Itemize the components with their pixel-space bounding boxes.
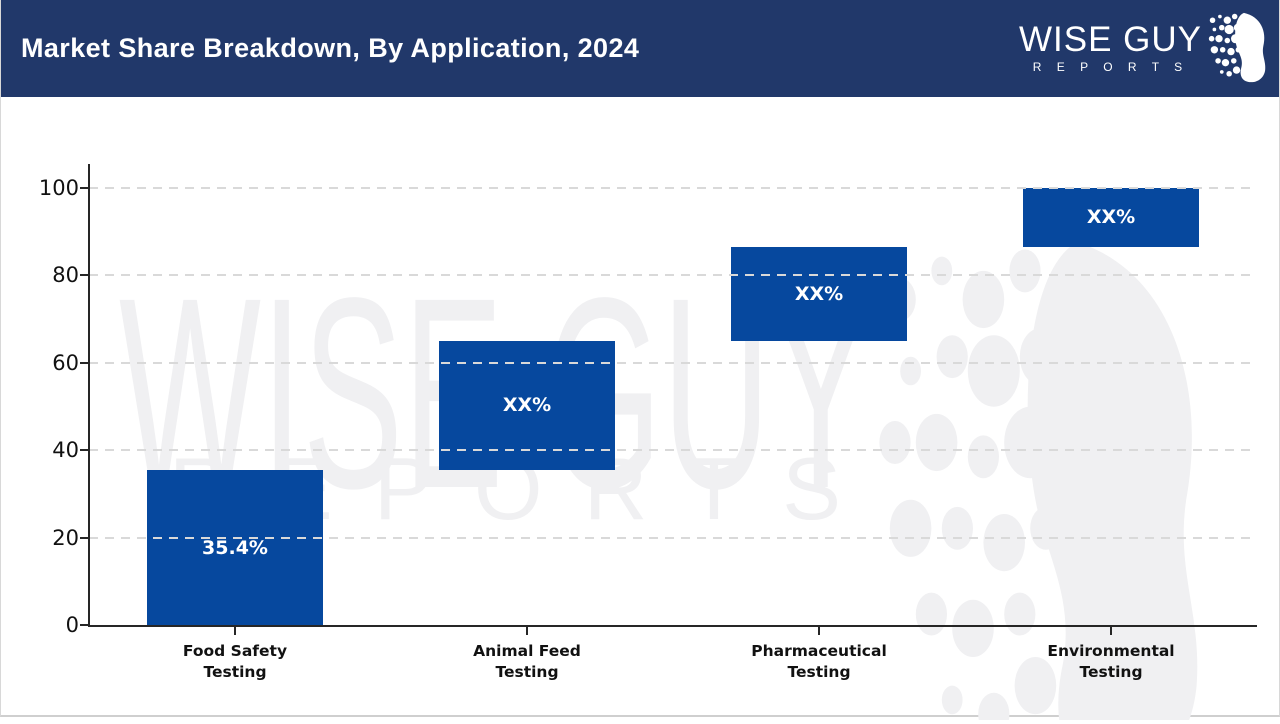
- y-tick-mark-80: [80, 274, 89, 276]
- gridline-20: [89, 536, 1254, 539]
- y-tick-label-80: 80: [52, 263, 79, 287]
- watermark-name: WISE GUY: [119, 241, 871, 545]
- y-tick-label-20: 20: [52, 525, 79, 550]
- bar-value-label-2: XX%: [794, 282, 844, 305]
- y-tick-mark-20: [80, 536, 89, 539]
- brand-logo-tagline: R E P O R T S: [1032, 59, 1189, 74]
- x-axis-spine: [88, 625, 1257, 627]
- y-tick-label-0: 0: [65, 613, 79, 637]
- x-category-label-line: Testing: [495, 663, 559, 681]
- waterfall-bar-0: [147, 470, 323, 625]
- x-category-label-line: Pharmaceutical: [751, 642, 887, 660]
- y-tick-mark-40: [80, 449, 89, 451]
- x-tick-mark-1: [526, 626, 528, 635]
- gridline-80: [89, 274, 1254, 276]
- x-category-label-0: Food Safety Testing: [115, 641, 355, 683]
- x-tick-mark-0: [234, 626, 236, 635]
- y-tick-label-100: 100: [38, 175, 79, 200]
- brand-logo: WISE GUY R E P O R T S: [1019, 10, 1267, 84]
- gridline-60: [89, 361, 1254, 364]
- x-tick-mark-2: [818, 626, 820, 635]
- y-tick-mark-60: [80, 361, 89, 364]
- x-category-label-3: Environmental Testing: [991, 641, 1231, 683]
- y-tick-label-40: 40: [52, 438, 79, 462]
- x-category-label-line: Animal Feed: [473, 642, 581, 660]
- x-category-label-line: Food Safety: [182, 642, 288, 660]
- gridline-40: [89, 449, 1254, 451]
- waterfall-bar-2: [731, 246, 907, 341]
- y-tick-label-60: 60: [52, 350, 79, 375]
- bar-value-label-1: XX%: [502, 394, 552, 417]
- page-title: Market Share Breakdown, By Application, …: [21, 33, 640, 63]
- bar-value-label-0: 35.4%: [202, 536, 268, 559]
- watermark-face-icon: [879, 242, 1198, 724]
- watermark-tagline: REPORTS: [169, 439, 841, 538]
- header-bar: Market Share Breakdown, By Application, …: [1, 0, 1279, 97]
- x-category-label-1: Animal Feed Testing: [407, 641, 647, 683]
- x-category-label-line: Testing: [1079, 663, 1143, 681]
- brand-face-icon: [1208, 12, 1266, 83]
- y-tick-mark-100: [80, 186, 89, 189]
- x-category-label-line: Environmental: [1047, 642, 1175, 660]
- brand-logo-name: WISE GUY: [1018, 19, 1202, 59]
- x-category-label-line: Testing: [787, 663, 851, 681]
- gridline-100: [89, 186, 1254, 189]
- x-category-label-2: Pharmaceutical Testing: [699, 641, 939, 683]
- waterfall-bar-1: [439, 340, 615, 471]
- waterfall-bar-3: [1023, 187, 1199, 247]
- x-category-label-line: Testing: [203, 663, 267, 681]
- x-tick-mark-3: [1110, 626, 1112, 635]
- y-axis-spine: [88, 164, 90, 627]
- y-tick-mark-0: [80, 624, 89, 626]
- bar-value-label-3: XX%: [1086, 206, 1136, 229]
